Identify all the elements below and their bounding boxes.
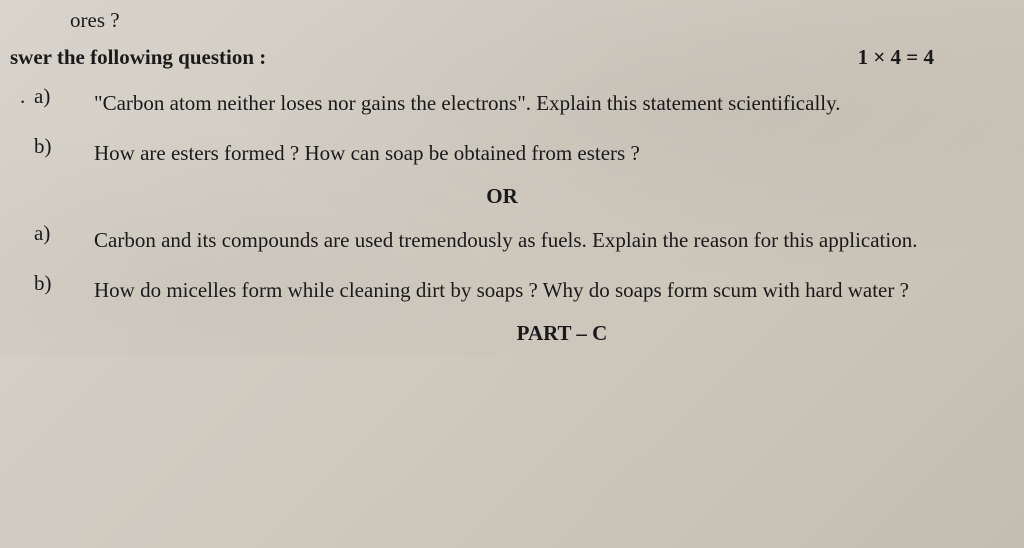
question-label: a) [34,84,94,124]
bullet-spacer [20,221,34,261]
question-set1-a: . a) "Carbon atom neither loses nor gain… [10,84,994,124]
question-set2-a: a) Carbon and its compounds are used tre… [10,221,994,261]
question-text: How do micelles form while cleaning dirt… [94,271,994,311]
bullet-spacer [20,134,34,174]
or-divider: OR [10,184,994,209]
fragment-line: ores ? [70,8,994,33]
bullet-dot: . [20,84,34,124]
question-text: How are esters formed ? How can soap be … [94,134,994,174]
question-label: b) [34,134,94,174]
question-set2-b: b) How do micelles form while cleaning d… [10,271,994,311]
marks-text: 1 × 4 = 4 [858,45,934,70]
question-label: a) [34,221,94,261]
question-text: Carbon and its compounds are used tremen… [94,221,994,261]
bullet-spacer [20,271,34,311]
header-row: swer the following question : 1 × 4 = 4 [10,45,994,70]
question-text: "Carbon atom neither loses nor gains the… [94,84,994,124]
part-section-label: PART – C [130,321,994,346]
question-set1-b: b) How are esters formed ? How can soap … [10,134,994,174]
instruction-text: swer the following question : [10,45,266,70]
exam-page: ores ? swer the following question : 1 ×… [0,0,1024,356]
question-label: b) [34,271,94,311]
